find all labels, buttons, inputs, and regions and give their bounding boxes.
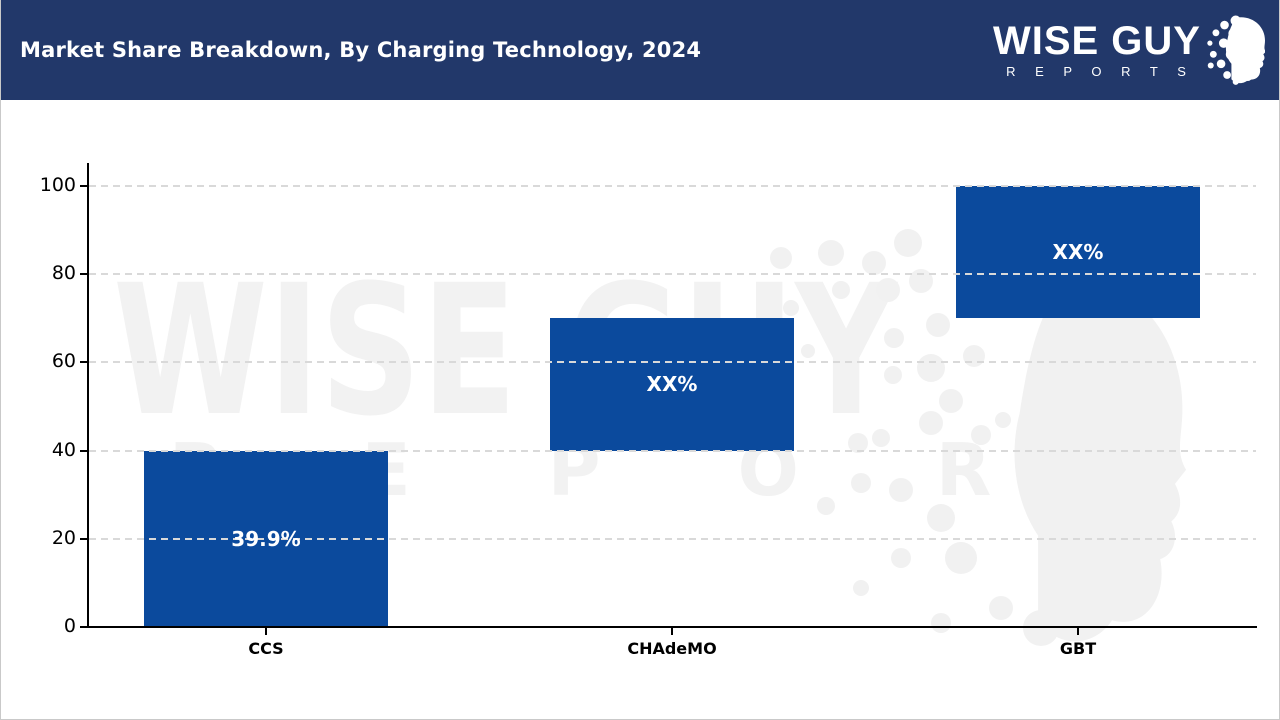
gridline-60 <box>89 361 1256 364</box>
bar-value-label-chademo: XX% <box>646 372 698 397</box>
x-tick-mark-gbt <box>1077 628 1079 635</box>
bar-gbt <box>956 186 1200 319</box>
x-tick-mark-ccs <box>265 628 267 635</box>
y-tick-label-0: 0 <box>63 615 76 637</box>
watermark-face-icon <box>770 229 1187 646</box>
gridline-100 <box>89 185 1256 187</box>
x-axis-label-gbt: GBT <box>1059 639 1097 658</box>
gridline-80 <box>89 273 1256 276</box>
gridline-20 <box>89 537 1256 540</box>
logo-subtext: R E P O R T S <box>1006 64 1194 79</box>
y-tick-label-60: 60 <box>51 350 76 373</box>
y-tick-label-20: 20 <box>51 526 76 549</box>
y-tick-mark-100 <box>80 185 88 187</box>
y-tick-label-100: 100 <box>39 174 76 196</box>
y-tick-mark-40 <box>80 449 88 452</box>
x-axis-spine <box>87 626 1257 628</box>
logo-wordmark: WISE GUY <box>992 19 1201 63</box>
page-title: Market Share Breakdown, By Charging Tech… <box>20 38 702 62</box>
y-tick-label-80: 80 <box>51 262 76 285</box>
y-tick-mark-80 <box>80 273 88 276</box>
x-tick-mark-chademo <box>671 628 673 635</box>
brand-logo: WISE GUY R E P O R T S <box>993 0 1265 100</box>
x-axis-label-chademo: CHAdeMO <box>627 639 717 658</box>
gridline-40 <box>89 449 1256 452</box>
y-tick-mark-60 <box>80 361 88 364</box>
brand-logo-text: WISE GUY R E P O R T S <box>993 21 1201 79</box>
header-bar: Market Share Breakdown, By Charging Tech… <box>1 0 1279 100</box>
y-tick-mark-20 <box>80 537 88 540</box>
y-axis-spine <box>87 163 89 628</box>
bar-value-label-gbt: XX% <box>1052 240 1104 265</box>
x-axis-label-ccs: CCS <box>248 639 284 658</box>
y-tick-label-40: 40 <box>51 438 76 461</box>
bar-value-label-ccs: 39.9% <box>231 527 301 552</box>
y-tick-mark-0 <box>80 626 88 628</box>
bar-chademo <box>550 318 794 451</box>
logo-face-icon <box>1207 15 1265 85</box>
